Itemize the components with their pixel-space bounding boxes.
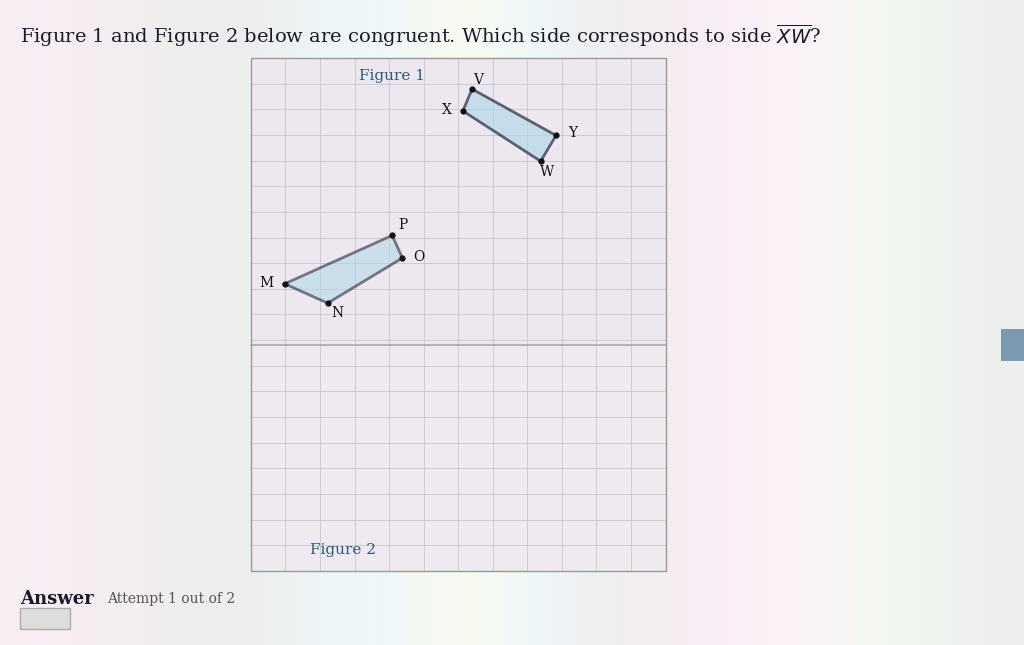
Text: V: V: [473, 73, 483, 87]
Text: Figure 1: Figure 1: [359, 69, 425, 83]
Text: Answer: Answer: [20, 590, 94, 608]
Text: X: X: [441, 103, 452, 117]
Bar: [251, 58, 666, 571]
Polygon shape: [463, 89, 556, 161]
Text: P: P: [397, 218, 408, 232]
Polygon shape: [285, 235, 402, 303]
Text: W: W: [540, 164, 554, 179]
Text: Y: Y: [568, 126, 577, 140]
Bar: [251, 58, 666, 345]
Bar: [20, 608, 70, 629]
Text: M: M: [259, 276, 273, 290]
Bar: [1001, 329, 1024, 361]
Text: N: N: [332, 306, 344, 321]
Text: Figure 1 and Figure 2 below are congruent. Which side corresponds to side $\over: Figure 1 and Figure 2 below are congruen…: [20, 23, 821, 50]
Text: Attempt 1 out of 2: Attempt 1 out of 2: [108, 591, 236, 606]
Text: O: O: [414, 250, 424, 264]
Text: Figure 2: Figure 2: [310, 542, 376, 557]
Bar: [251, 345, 666, 571]
